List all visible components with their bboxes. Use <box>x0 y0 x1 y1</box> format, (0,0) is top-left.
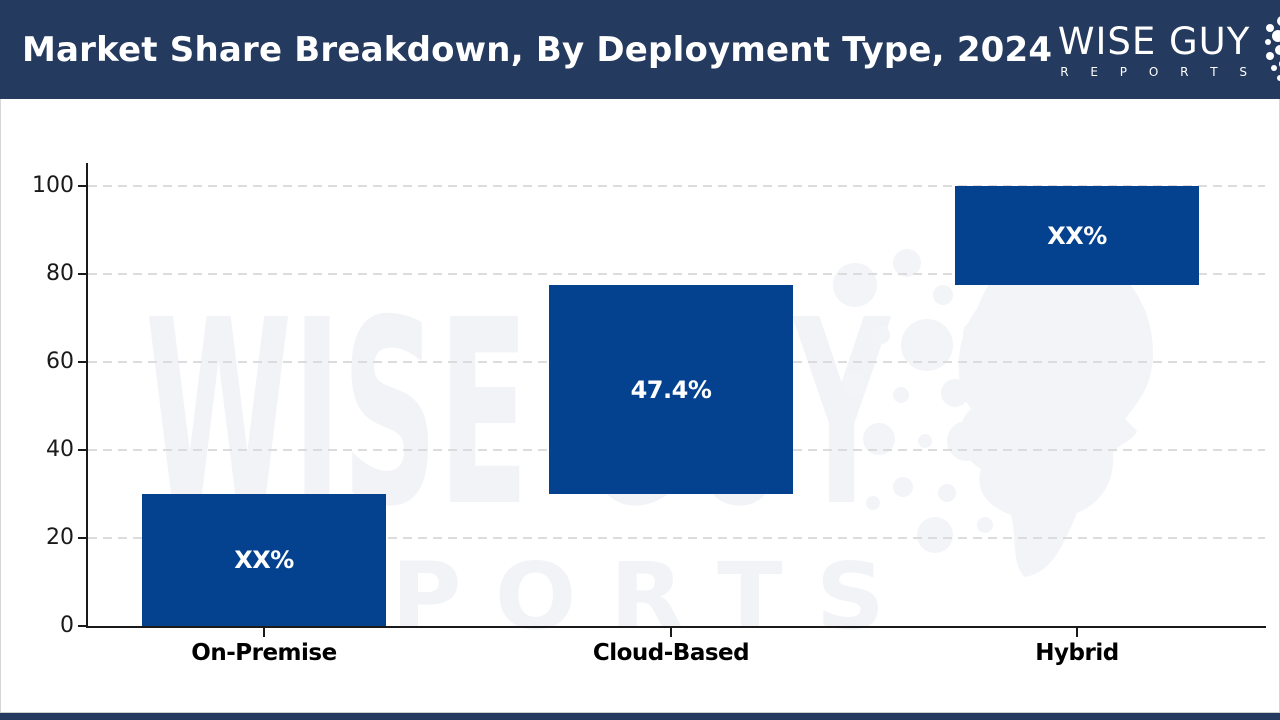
x-tick-mark <box>1076 628 1078 637</box>
plot-area: 0 20 40 60 80 100 XX% 47.4% XX% On-Premise Cloud-B… <box>0 99 1280 712</box>
y-tick-label: 80 <box>46 261 74 286</box>
left-border <box>0 99 1 712</box>
x-axis-line <box>86 626 1266 628</box>
brand-subtitle: R E P O R T S <box>1060 64 1257 79</box>
brand-logo: WISE GUY R E P O R T S <box>1052 12 1280 90</box>
footer-bar <box>0 713 1280 720</box>
y-tick-label: 20 <box>46 525 74 550</box>
y-tick-label: 0 <box>60 613 74 638</box>
bar-hybrid: XX% <box>955 186 1199 286</box>
y-tick-mark <box>78 537 86 539</box>
y-tick-mark <box>78 361 86 363</box>
footer-hairline <box>0 712 1280 713</box>
y-tick-label: 100 <box>32 173 74 198</box>
x-category-label: Cloud-Based <box>592 640 750 666</box>
x-category-label: Hybrid <box>1035 640 1119 666</box>
bar-value-label: 47.4% <box>630 375 712 404</box>
x-tick-mark <box>670 628 672 637</box>
page-title: Market Share Breakdown, By Deployment Ty… <box>22 29 1053 70</box>
y-tick-label: 60 <box>46 349 74 374</box>
y-axis-line <box>86 163 88 628</box>
y-tick-mark <box>78 449 86 451</box>
brand-head-icon <box>1265 15 1280 81</box>
bar-value-label: XX% <box>234 546 294 574</box>
y-tick-mark <box>78 185 86 187</box>
y-tick-label: 40 <box>46 437 74 462</box>
gridline <box>88 185 1265 187</box>
bar-value-label: XX% <box>1047 221 1107 250</box>
gridline <box>88 273 1265 275</box>
y-tick-mark <box>78 273 86 275</box>
header-bar: Market Share Breakdown, By Deployment Ty… <box>0 0 1280 99</box>
bar-cloud-based: 47.4% <box>549 285 793 494</box>
brand-name: WISE GUY <box>1057 19 1251 63</box>
y-tick-mark <box>78 625 86 627</box>
x-category-label: On-Premise <box>191 640 337 666</box>
gridline <box>88 537 1265 539</box>
x-tick-mark <box>263 628 265 637</box>
bar-on-premise: XX% <box>142 494 386 626</box>
